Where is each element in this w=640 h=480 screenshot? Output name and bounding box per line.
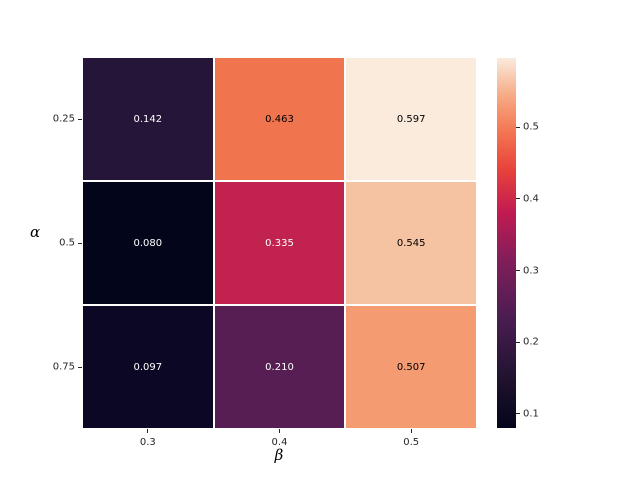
y-tick-label: 0.25 <box>52 113 75 125</box>
heatmap-cell: 0.210 <box>214 306 345 428</box>
x-tick-label: 0.5 <box>403 437 420 448</box>
y-axis-label: α <box>30 223 41 241</box>
colorbar-tick-label: 0.3 <box>523 265 539 277</box>
colorbar-tick-mark <box>516 198 520 200</box>
heatmap-cell-value: 0.080 <box>133 237 163 249</box>
heatmap-cell: 0.097 <box>83 306 213 428</box>
x-axis-label: β <box>274 446 284 464</box>
heatmap-cell: 0.335 <box>214 182 345 304</box>
colorbar-tick-label: 0.4 <box>523 193 539 205</box>
heatmap-cell: 0.142 <box>83 58 213 180</box>
colorbar-tick-mark <box>516 126 520 128</box>
x-tick-mark <box>279 429 280 433</box>
heatmap-cell-value: 0.335 <box>265 237 294 249</box>
heatmap-grid: 0.142 0.463 0.597 0.080 0.335 0.545 0.097 0.210… <box>83 58 476 428</box>
colorbar-tick-mark <box>516 413 520 415</box>
colorbar-tick-label: 0.1 <box>523 408 539 420</box>
y-tick-label: 0.75 <box>52 361 75 373</box>
heatmap-cell-value: 0.097 <box>133 361 163 373</box>
x-tick-mark <box>410 429 412 433</box>
heatmap-cell-value: 0.597 <box>396 113 426 125</box>
x-tick-mark <box>147 429 149 433</box>
y-tick-mark <box>78 366 82 368</box>
heatmap-cell: 0.597 <box>346 58 476 180</box>
y-tick-label: 0.5 <box>59 237 75 249</box>
heatmap-cell: 0.545 <box>346 182 476 304</box>
heatmap-cell-value: 0.507 <box>396 361 426 373</box>
heatmap-cell: 0.507 <box>346 306 476 428</box>
heatmap-cell: 0.080 <box>83 182 213 304</box>
y-tick-mark <box>78 118 82 120</box>
heatmap-cell-value: 0.142 <box>133 113 163 125</box>
x-tick-label: 0.4 <box>271 437 288 448</box>
heatmap-cell-value: 0.545 <box>396 237 426 249</box>
heatmap-cell-value: 0.210 <box>265 361 294 373</box>
colorbar-tick-label: 0.2 <box>523 336 539 348</box>
colorbar <box>497 58 516 428</box>
x-tick-label: 0.3 <box>139 437 156 448</box>
y-tick-mark <box>78 242 82 244</box>
colorbar-tick-label: 0.5 <box>523 121 539 133</box>
heatmap-cell-value: 0.463 <box>265 113 294 125</box>
heatmap-cell: 0.463 <box>214 58 345 180</box>
colorbar-tick-mark <box>516 270 520 272</box>
colorbar-tick-mark <box>516 341 520 343</box>
